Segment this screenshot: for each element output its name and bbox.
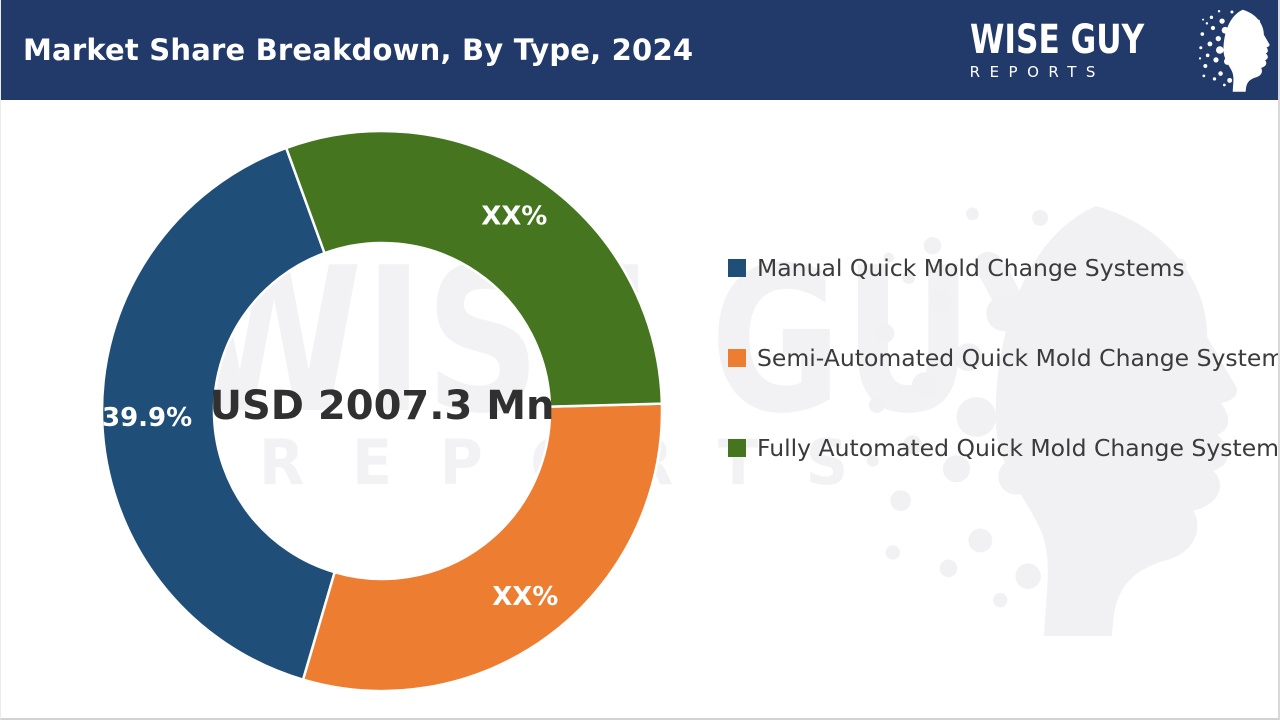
legend-swatch-0 [728, 259, 746, 277]
legend-swatch-1 [728, 349, 746, 367]
logo-line1: WISE GUY [969, 16, 1144, 63]
legend-label-2: Fully Automated Quick Mold Change System… [757, 434, 1280, 462]
logo-wordmark: WISE GUY REPORTS [970, 20, 1193, 81]
donut-chart: 39.9% XX% XX% USD 2007.3 Mn [100, 129, 664, 693]
chart-center-label: USD 2007.3 Mn [210, 383, 555, 429]
slice-label-0: 39.9% [102, 403, 192, 433]
pie-slice-2 [284, 129, 664, 408]
chart-legend: Manual Quick Mold Change Systems Semi-Aut… [728, 254, 1280, 524]
slice-label-2: XX% [481, 201, 547, 231]
slice-label-1: XX% [492, 582, 558, 612]
legend-item-0: Manual Quick Mold Change Systems [728, 254, 1278, 282]
pie-slice-0 [100, 146, 336, 681]
legend-label-1: Semi-Automated Quick Mold Change Systems [757, 344, 1280, 372]
logo-head-icon [1198, 9, 1270, 92]
legend-swatch-2 [728, 439, 746, 457]
header-bar: Market Share Breakdown, By Type, 2024 WI… [1, 0, 1278, 100]
wise-guy-reports-logo: WISE GUY REPORTS [970, 4, 1273, 96]
logo-line2: REPORTS [969, 62, 1105, 81]
legend-item-2: Fully Automated Quick Mold Change System… [728, 434, 1280, 462]
legend-item-1: Semi-Automated Quick Mold Change Systems [728, 344, 1280, 372]
page-title: Market Share Breakdown, By Type, 2024 [23, 33, 694, 67]
pie-slice-1 [301, 402, 664, 693]
legend-label-0: Manual Quick Mold Change Systems [757, 254, 1185, 282]
